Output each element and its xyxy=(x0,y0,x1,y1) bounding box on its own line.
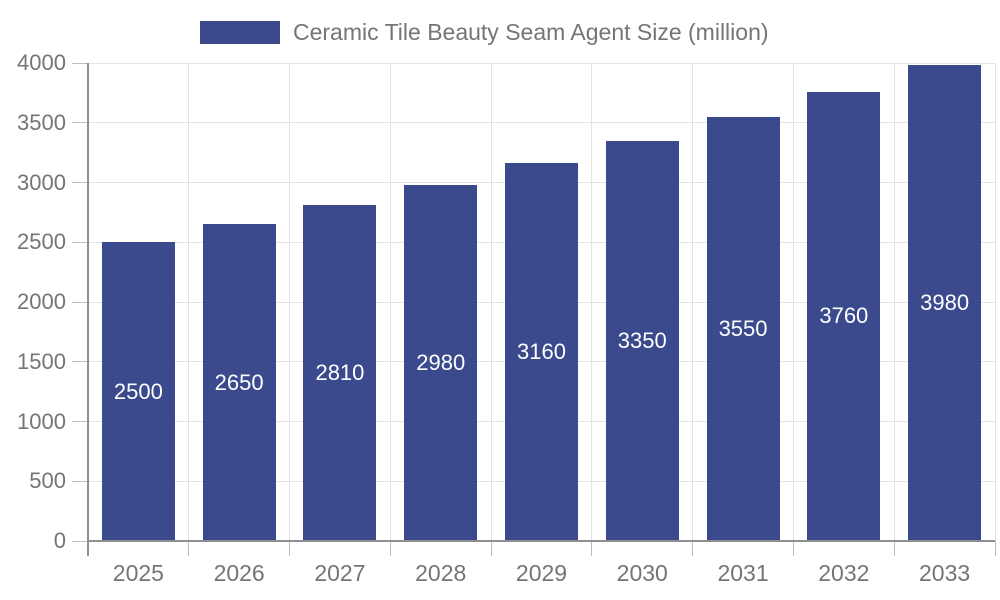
y-axis-tick xyxy=(72,480,88,482)
x-axis-tick xyxy=(490,541,492,556)
legend-label: Ceramic Tile Beauty Seam Agent Size (mil… xyxy=(293,19,769,45)
bar-value-label: 3160 xyxy=(517,339,566,365)
y-axis-tick xyxy=(72,361,88,363)
y-axis-tick-label: 2000 xyxy=(17,289,66,314)
x-axis-tick xyxy=(692,541,694,556)
x-axis-tick-label: 2032 xyxy=(818,560,870,586)
bar-value-label: 2500 xyxy=(113,378,163,404)
v-gridline xyxy=(389,63,391,541)
h-gridline xyxy=(88,122,995,124)
x-axis-tick xyxy=(188,541,190,556)
v-gridline xyxy=(591,63,593,541)
y-axis-tick xyxy=(72,122,88,124)
bar-2028: 2980 xyxy=(404,184,478,541)
y-axis-tick-label: 500 xyxy=(29,468,66,494)
bar-2032: 3760 xyxy=(807,91,881,541)
bar-value-label: 2980 xyxy=(416,349,466,375)
bar-value-label: 3980 xyxy=(920,290,970,316)
x-axis-tick xyxy=(289,541,291,556)
y-axis-tick xyxy=(72,301,88,303)
y-axis-tick xyxy=(72,182,88,183)
bar-2029: 3160 xyxy=(505,163,578,541)
bar-value-label: 2650 xyxy=(214,369,264,395)
x-axis-tick xyxy=(994,541,996,556)
x-axis-tick xyxy=(893,541,895,556)
bar-value-label: 3760 xyxy=(819,303,869,329)
y-axis-tick-label: 1000 xyxy=(17,408,66,434)
bar-2031: 3550 xyxy=(706,116,780,541)
v-gridline xyxy=(994,63,996,541)
y-axis-tick-label: 2500 xyxy=(17,229,66,255)
h-gridline xyxy=(88,62,995,64)
v-gridline xyxy=(792,63,794,541)
bar-2027: 2810 xyxy=(303,205,377,541)
bar-value-label: 2810 xyxy=(315,360,365,386)
x-axis-tick-label: 2027 xyxy=(314,560,366,586)
bar-2026: 2650 xyxy=(202,224,276,541)
y-axis-tick-label: 3000 xyxy=(17,169,66,195)
v-gridline xyxy=(490,63,492,541)
v-gridline xyxy=(289,63,291,541)
x-axis-tick xyxy=(792,541,794,556)
y-axis-tick xyxy=(72,62,88,64)
plot-area: 0 500 1000 1500 2000 2500 3000 3500 4000 2500 2025… xyxy=(17,51,996,586)
bar-2033: 3980 xyxy=(908,65,982,541)
legend-swatch xyxy=(200,21,280,44)
legend: Ceramic Tile Beauty Seam Agent Size (mil… xyxy=(200,19,769,46)
y-axis-tick xyxy=(72,241,88,243)
y-axis-tick-label: 3500 xyxy=(17,109,66,135)
x-axis-tick xyxy=(591,541,593,556)
y-axis-tick xyxy=(72,540,88,542)
x-axis-tick xyxy=(389,541,391,556)
x-axis-tick-label: 2028 xyxy=(415,560,467,586)
bar-value-label: 3550 xyxy=(718,315,768,341)
x-axis-line xyxy=(88,540,995,542)
y-axis-tick-label: 4000 xyxy=(17,50,66,75)
x-axis-tick-label: 2029 xyxy=(515,560,568,586)
v-gridline xyxy=(188,63,190,541)
x-axis-tick-label: 2033 xyxy=(919,560,971,586)
y-axis-tick-label: 1500 xyxy=(17,348,66,374)
bar-value-label: 3350 xyxy=(617,327,667,353)
x-axis-tick-label: 2026 xyxy=(213,560,265,586)
v-gridline xyxy=(893,63,895,541)
y-axis-line xyxy=(87,63,89,556)
v-gridline xyxy=(692,63,694,541)
bar-2030: 3350 xyxy=(605,140,679,541)
x-axis-tick-label: 2031 xyxy=(717,560,769,586)
y-axis-tick xyxy=(72,421,88,422)
x-axis-tick-label: 2025 xyxy=(112,560,164,586)
x-axis-tick-label: 2030 xyxy=(616,560,668,586)
y-axis-tick-label: 0 xyxy=(53,528,66,553)
bar-2025: 2500 xyxy=(101,242,175,541)
